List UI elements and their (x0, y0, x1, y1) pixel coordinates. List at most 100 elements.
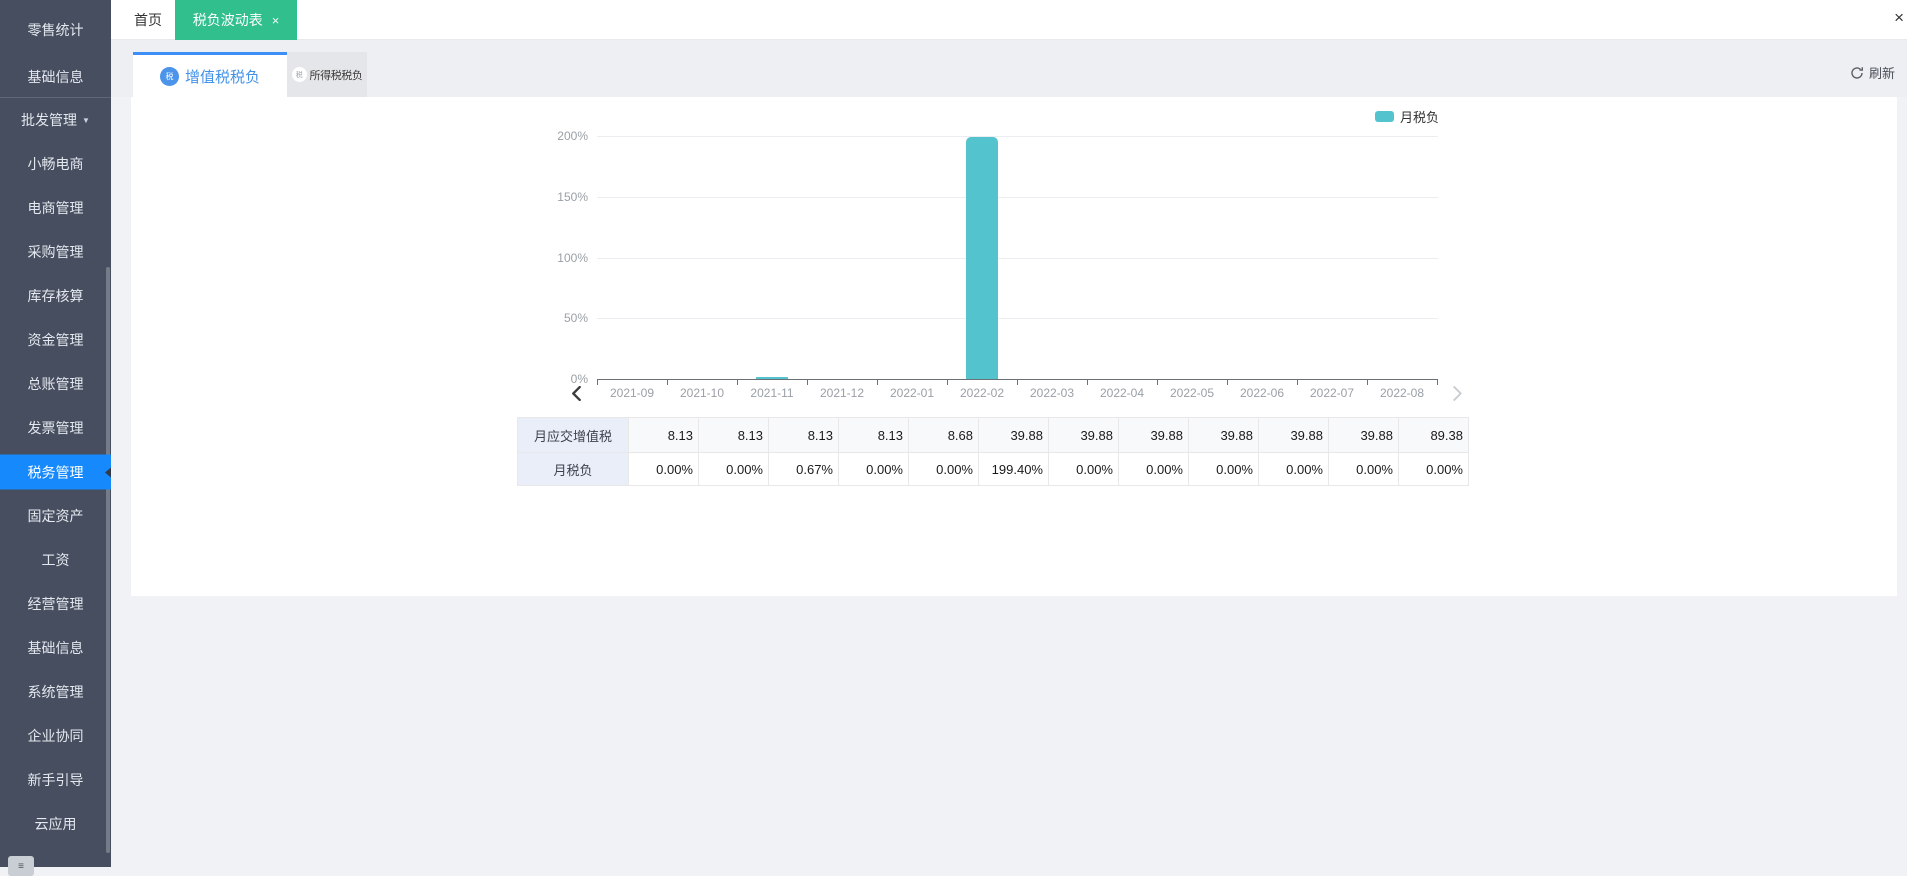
sidebar-item-label: 小畅电商 (27, 156, 84, 172)
sidebar-item-17[interactable]: 企业协同 (0, 719, 111, 753)
vat-tax-icon: 税 (159, 66, 179, 86)
legend-swatch (1375, 111, 1394, 122)
table-cell: 0.67% (768, 452, 839, 486)
sidebar-item-label: 采购管理 (27, 244, 84, 260)
sidebar-item-15[interactable]: 基础信息 (0, 631, 111, 665)
table-cell: 0.00% (1118, 452, 1189, 486)
sidebar: ≡ 零售统计 基础信息 批发管理 ▼ 小畅电商 电商管理 采购管理 库存核算 资金管理 总账管理发… (0, 0, 111, 876)
sidebar-item-label: 总账管理 (27, 376, 84, 392)
table-cell: 199.40% (978, 452, 1049, 486)
table-cell: 0.00% (1398, 452, 1469, 486)
y-axis-tick-label: 100% (557, 250, 588, 265)
chart-prev-button[interactable] (569, 385, 583, 402)
table-cell: 89.38 (1398, 417, 1469, 453)
y-axis-tick-label: 50% (563, 311, 588, 326)
sidebar-item-label: 发票管理 (27, 420, 84, 436)
sidebar-bottom-button[interactable]: ≡ (8, 856, 34, 876)
sidebar-item-14[interactable]: 经营管理 (0, 587, 111, 621)
sidebar-item-3[interactable]: 批发管理 ▼ (0, 103, 111, 137)
sidebar-item-label: 固定资产 (27, 508, 84, 524)
table-row: 月税负 0.00% 0.00% 0.67% 0.00% 0.00% 199.40% 0.00%… (517, 452, 1469, 486)
x-axis-label: 2021-11 (750, 386, 794, 400)
window-close-icon[interactable]: × (1894, 8, 1904, 27)
gridline (597, 318, 1438, 320)
sidebar-item-6[interactable]: 采购管理 (0, 235, 111, 269)
sidebar-item-label: 资金管理 (27, 332, 84, 348)
x-axis-tick (1367, 380, 1368, 385)
table-cell: 39.88 (1048, 417, 1119, 453)
table-cell: 39.88 (1328, 417, 1399, 453)
close-tab-icon[interactable]: × (271, 12, 280, 28)
x-axis-tick (877, 380, 878, 385)
table-cell: 0.00% (1328, 452, 1399, 486)
sidebar-item-8[interactable]: 资金管理 (0, 323, 111, 357)
tab-vat-tax-burden[interactable]: 税 增值税税负 (133, 52, 287, 97)
chevron-right-icon (1452, 386, 1462, 401)
x-axis-label: 2022-06 (1239, 386, 1285, 400)
income-tax-icon: 税 (291, 67, 307, 82)
sidebar-item-label: 系统管理 (27, 684, 84, 700)
sidebar-item-11[interactable]: 税务管理 (0, 454, 111, 490)
x-axis-tick (1437, 380, 1438, 385)
sidebar-item-12[interactable]: 固定资产 (0, 499, 111, 533)
sidebar-item-7[interactable]: 库存核算 (0, 279, 111, 313)
sidebar-item-16[interactable]: 系统管理 (0, 675, 111, 709)
x-axis-tick (1087, 380, 1088, 385)
chevron-left-icon (571, 386, 581, 401)
refresh-button[interactable]: 刷新 (1850, 63, 1895, 82)
table-cell: 39.88 (1258, 417, 1329, 453)
tab-home-label: 首页 (134, 12, 162, 28)
menu-icon: ≡ (18, 860, 24, 872)
y-axis-tick-label: 200% (557, 129, 588, 143)
row-header-cell: 月应交增值税 (517, 417, 629, 453)
sidebar-item-0[interactable]: 零售统计 (0, 13, 111, 47)
tab-tax-fluctuation[interactable]: 税负波动表 × (175, 0, 297, 40)
gridline (597, 257, 1438, 259)
sidebar-scrollbar[interactable] (106, 267, 110, 853)
table-cell: 39.88 (1118, 417, 1189, 453)
refresh-icon (1850, 66, 1864, 80)
sidebar-item-1[interactable]: 基础信息 (0, 60, 111, 94)
x-axis-label: 2022-04 (1099, 386, 1145, 400)
sidebar-item-label: 基础信息 (27, 69, 84, 85)
sidebar-item-4[interactable]: 小畅电商 (0, 147, 111, 181)
y-axis-tick-label: 150% (557, 189, 588, 204)
x-axis-tick (1297, 380, 1298, 385)
sidebar-item-18[interactable]: 新手引导 (0, 763, 111, 797)
gridline (597, 196, 1438, 198)
sidebar-item-label: 库存核算 (27, 288, 84, 304)
legend-label: 月税负 (1400, 110, 1440, 125)
legend-item[interactable]: 月税负 (1375, 107, 1439, 126)
x-axis-tick (1227, 380, 1228, 385)
x-axis-tick (597, 380, 598, 385)
sidebar-item-label: 电商管理 (27, 200, 84, 216)
tab-home[interactable]: 首页 (130, 0, 166, 40)
table-cell: 0.00% (838, 452, 909, 486)
x-axis-label: 2022-02 (959, 386, 1005, 400)
sidebar-item-9[interactable]: 总账管理 (0, 367, 111, 401)
sidebar-item-label: 企业协同 (27, 728, 84, 744)
x-axis-label: 2021-12 (819, 386, 865, 400)
x-axis-tick (667, 380, 668, 385)
tab-income-label: 所得税税负 (309, 69, 363, 82)
bar (966, 137, 998, 379)
x-axis-line (597, 379, 1438, 380)
sidebar-item-5[interactable]: 电商管理 (0, 191, 111, 225)
sidebar-item-19[interactable]: 云应用 (0, 807, 111, 841)
x-axis-tick (947, 380, 948, 385)
top-tab-bar: 首页 税负波动表 × × (111, 0, 1907, 40)
tab-vat-label: 增值税税负 (184, 68, 260, 86)
refresh-label: 刷新 (1868, 66, 1895, 81)
x-axis-label: 2022-08 (1379, 386, 1425, 400)
sidebar-item-10[interactable]: 发票管理 (0, 411, 111, 445)
table-cell: 0.00% (628, 452, 699, 486)
caret-down-icon: ▼ (82, 115, 90, 125)
table-cell: 0.00% (698, 452, 769, 486)
table-cell: 0.00% (908, 452, 979, 486)
sidebar-item-label: 批发管理 (21, 112, 78, 128)
chart-next-button[interactable] (1450, 385, 1464, 402)
sidebar-item-label: 经营管理 (27, 596, 84, 612)
gridline (597, 136, 1438, 137)
tab-income-tax-burden[interactable]: 税 所得税税负 (287, 52, 367, 97)
sidebar-item-13[interactable]: 工资 (0, 543, 111, 577)
